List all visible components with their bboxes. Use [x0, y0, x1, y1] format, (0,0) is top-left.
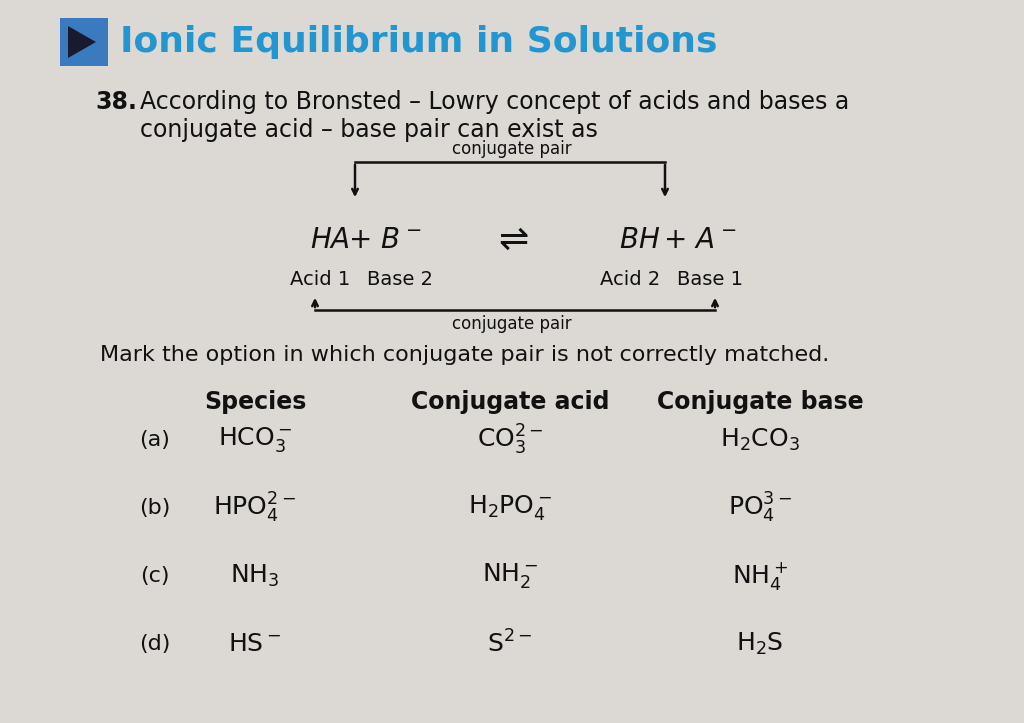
- Text: Species: Species: [204, 390, 306, 414]
- Text: $\mathrm{PO_4^{3-}}$: $\mathrm{PO_4^{3-}}$: [728, 491, 793, 525]
- Text: $\mathit{HA}$: $\mathit{HA}$: [310, 226, 350, 254]
- Text: Mark the option in which conjugate pair is not correctly matched.: Mark the option in which conjugate pair …: [100, 345, 829, 365]
- Text: conjugate pair: conjugate pair: [453, 140, 571, 158]
- Text: (d): (d): [139, 634, 171, 654]
- Text: $\mathrm{CO_3^{2-}}$: $\mathrm{CO_3^{2-}}$: [476, 423, 544, 457]
- Text: 38.: 38.: [95, 90, 137, 114]
- Text: $\mathrm{NH_2^-}$: $\mathrm{NH_2^-}$: [482, 562, 538, 591]
- Text: $+\ \mathit{B}^-$: $+\ \mathit{B}^-$: [348, 226, 422, 254]
- Text: conjugate acid – base pair can exist as: conjugate acid – base pair can exist as: [140, 118, 598, 142]
- Text: $+\ \mathit{A}^-$: $+\ \mathit{A}^-$: [664, 226, 736, 254]
- Text: Ionic Equilibrium in Solutions: Ionic Equilibrium in Solutions: [120, 25, 718, 59]
- Polygon shape: [68, 26, 96, 58]
- Text: Conjugate acid: Conjugate acid: [411, 390, 609, 414]
- Text: According to Bronsted – Lowry concept of acids and bases a: According to Bronsted – Lowry concept of…: [140, 90, 849, 114]
- Text: Base 1: Base 1: [677, 270, 743, 289]
- Text: conjugate pair: conjugate pair: [453, 315, 571, 333]
- Text: $\mathrm{H_2PO_4^-}$: $\mathrm{H_2PO_4^-}$: [468, 494, 552, 523]
- Text: Acid 1: Acid 1: [290, 270, 350, 289]
- Text: $\mathit{BH}$: $\mathit{BH}$: [620, 226, 660, 254]
- Text: $\mathrm{NH_3}$: $\mathrm{NH_3}$: [230, 563, 280, 589]
- Text: $\mathrm{S^{2-}}$: $\mathrm{S^{2-}}$: [487, 630, 532, 658]
- Text: (b): (b): [139, 498, 171, 518]
- Text: $\mathrm{NH_4^+}$: $\mathrm{NH_4^+}$: [732, 560, 788, 592]
- Text: Acid 2: Acid 2: [600, 270, 660, 289]
- Text: (c): (c): [140, 566, 170, 586]
- Text: (a): (a): [139, 430, 170, 450]
- Text: $\rightleftharpoons$: $\rightleftharpoons$: [492, 223, 528, 257]
- Bar: [60, 18, 108, 66]
- Text: Base 2: Base 2: [367, 270, 433, 289]
- Text: $\mathrm{H_2S}$: $\mathrm{H_2S}$: [736, 631, 783, 657]
- Text: $\mathrm{HS^-}$: $\mathrm{HS^-}$: [228, 632, 282, 656]
- Text: $\mathrm{HPO_4^{2-}}$: $\mathrm{HPO_4^{2-}}$: [213, 491, 297, 525]
- Text: $\mathrm{H_2CO_3}$: $\mathrm{H_2CO_3}$: [720, 427, 800, 453]
- Text: Conjugate base: Conjugate base: [656, 390, 863, 414]
- Text: $\mathrm{HCO_3^-}$: $\mathrm{HCO_3^-}$: [218, 426, 292, 455]
